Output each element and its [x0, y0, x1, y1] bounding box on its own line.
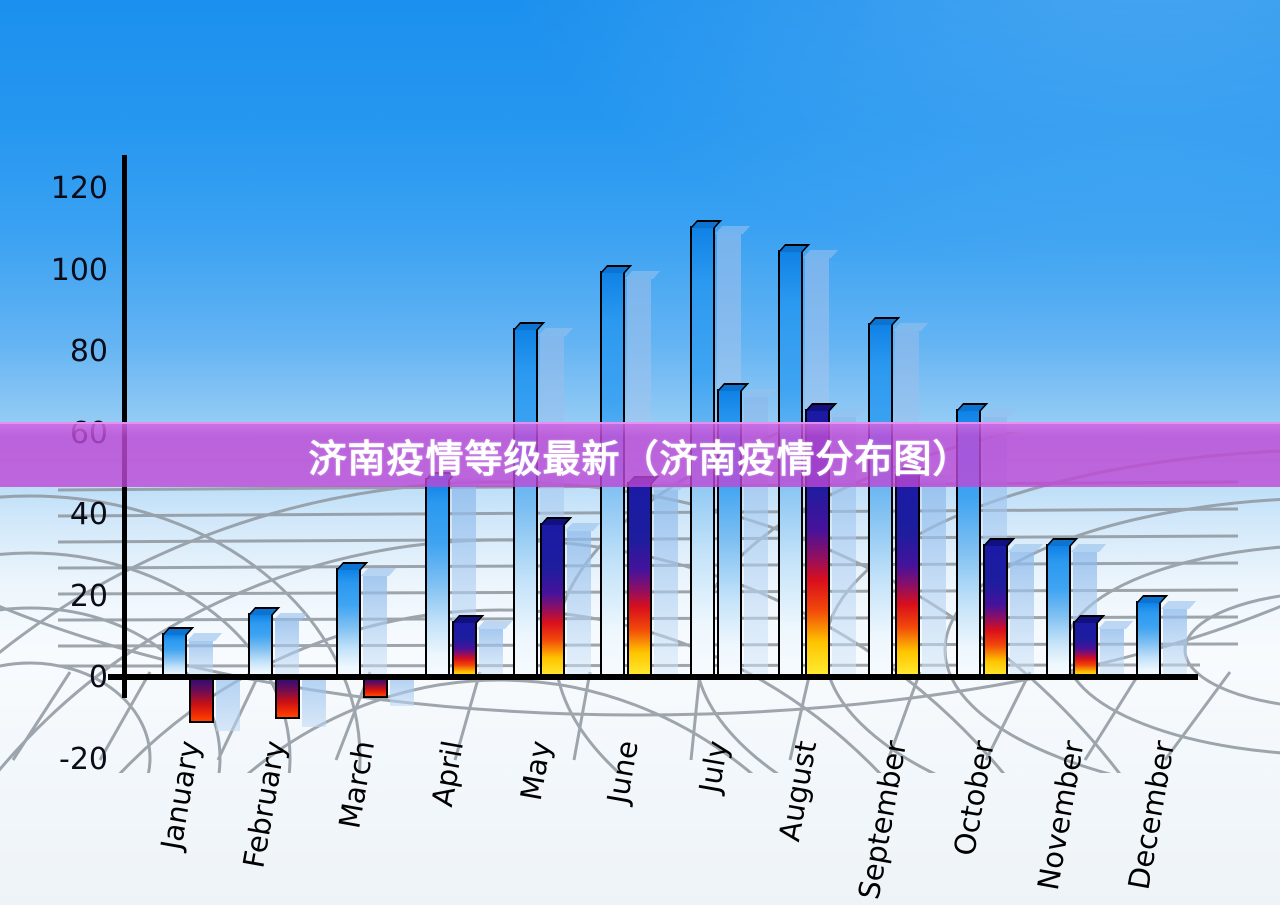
bar-echo-february	[273, 612, 309, 680]
bar-echo-september-secondary	[920, 474, 956, 680]
bar-echo-june-secondary	[652, 482, 688, 680]
y-axis-tick-label: 120	[50, 171, 108, 206]
bar-october-secondary	[983, 537, 1016, 680]
bar-november-secondary	[1073, 614, 1106, 680]
x-axis-baseline	[108, 674, 1198, 680]
bar-echo-january-negative	[216, 678, 240, 731]
y-axis-tick-label: 80	[69, 334, 108, 369]
bar-echo-january	[187, 633, 223, 680]
bar-december-primary	[1136, 594, 1169, 680]
bar-june-secondary	[627, 476, 660, 680]
bar-echo-may-secondary	[565, 523, 601, 680]
bar-may-primary	[513, 321, 546, 680]
bar-january-primary	[162, 627, 195, 680]
y-axis-tick-label: -20	[59, 741, 108, 777]
y-axis-tick-label: 100	[50, 252, 108, 288]
bar-may-secondary	[540, 517, 573, 680]
y-axis-tick-label: 40	[69, 497, 108, 532]
y-axis-tick-label: 0	[88, 660, 108, 695]
bar-january-negative	[189, 678, 214, 723]
bar-echo-november-secondary	[1098, 620, 1134, 680]
bar-february-primary	[248, 606, 281, 680]
bar-echo-march	[361, 567, 397, 680]
banner-title-text: 济南疫情等级最新（济南疫情分布图）	[308, 437, 972, 481]
bar-april-secondary	[452, 614, 485, 680]
title-banner: 济南疫情等级最新（济南疫情分布图）	[0, 422, 1280, 487]
bar-february-negative	[275, 678, 300, 719]
bar-echo-april-secondary	[477, 620, 513, 680]
bar-echo-october-secondary	[1008, 543, 1044, 680]
bar-september-secondary	[895, 468, 928, 680]
bar-echo-february-negative	[302, 678, 326, 727]
bar-september-primary	[868, 317, 901, 680]
bar-april-primary	[425, 472, 458, 680]
bar-echo-march-negative	[390, 678, 414, 707]
bar-march-primary	[336, 561, 369, 680]
bar-echo-december	[1161, 600, 1197, 680]
y-axis-tick-label: 20	[69, 578, 108, 614]
bar-march-negative	[363, 678, 388, 699]
bar-november-primary	[1046, 537, 1079, 680]
